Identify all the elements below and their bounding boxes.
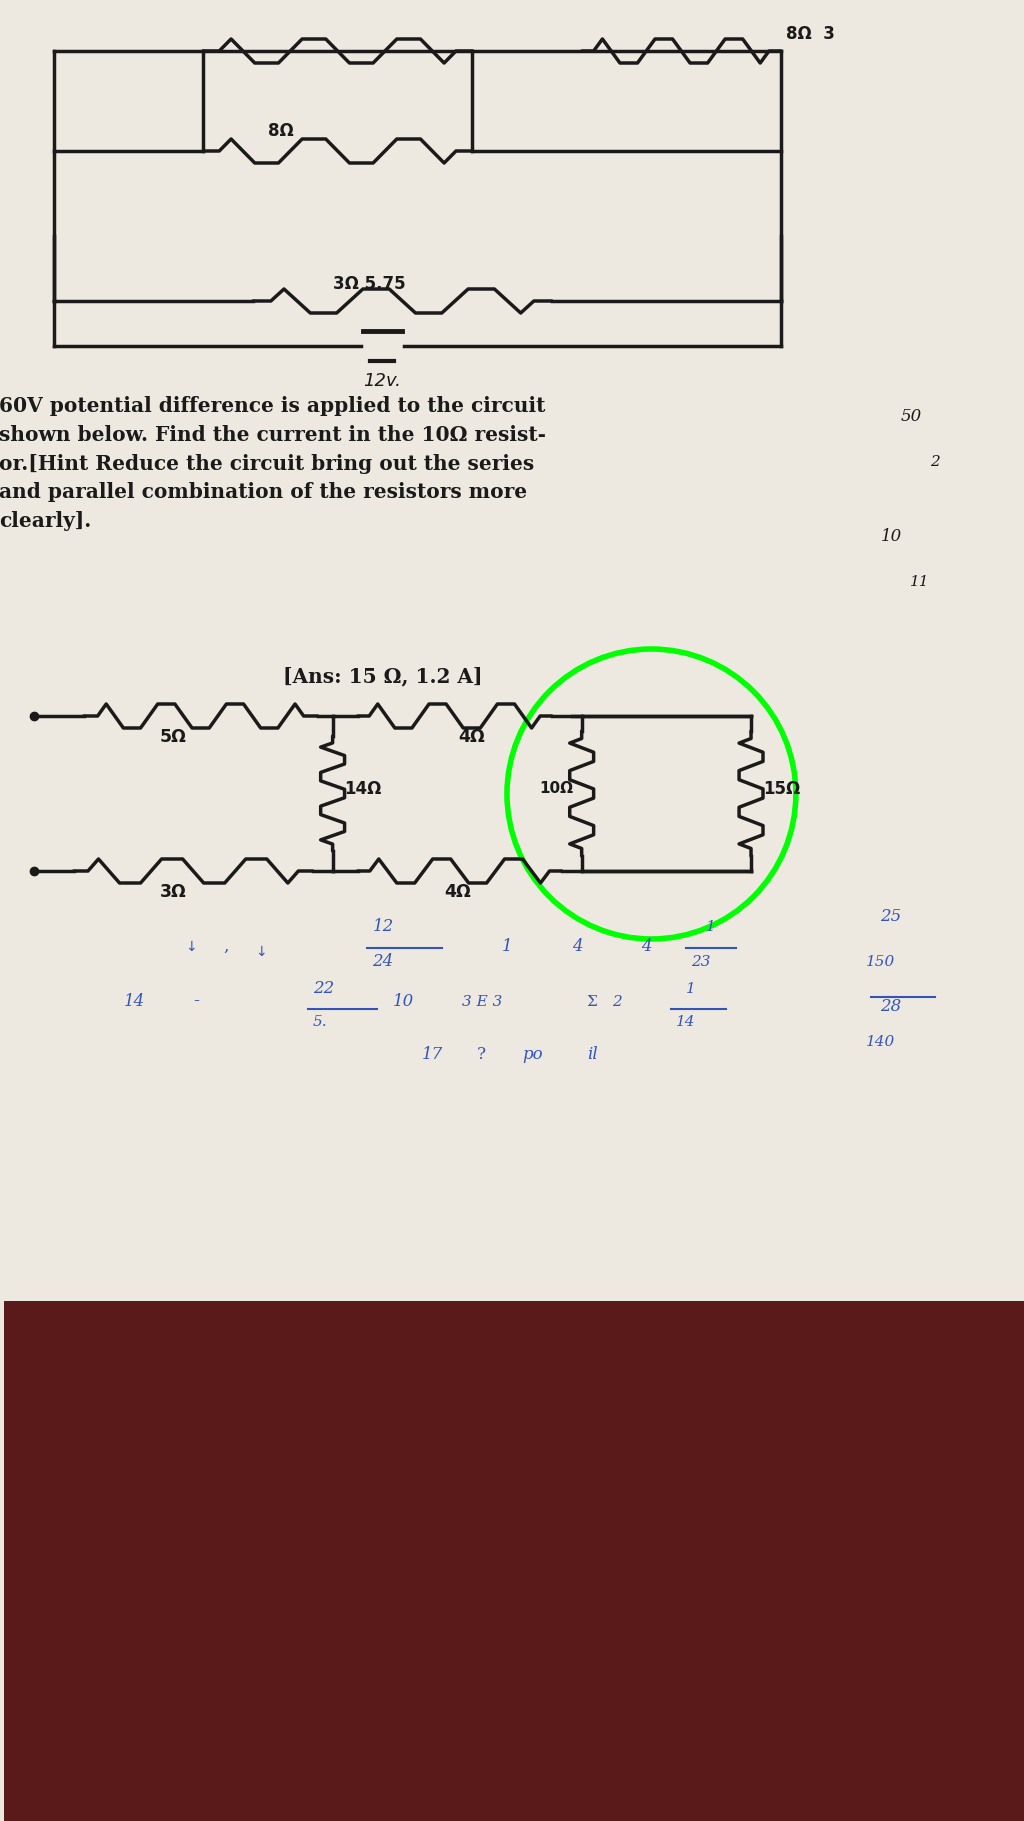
Text: 8Ω  3: 8Ω 3 [785, 25, 835, 44]
Text: 1: 1 [502, 938, 513, 954]
Text: 10: 10 [881, 528, 902, 544]
Text: 14: 14 [676, 1014, 696, 1029]
Text: 4: 4 [641, 938, 652, 954]
Text: 60V potential difference is applied to the circuit
shown below. Find the current: 60V potential difference is applied to t… [0, 395, 546, 532]
Text: 12: 12 [373, 918, 393, 934]
Text: 4: 4 [571, 938, 583, 954]
Text: 22: 22 [312, 980, 334, 998]
Text: 5.: 5. [312, 1014, 328, 1029]
Text: -: - [194, 992, 199, 1011]
Text: 15Ω: 15Ω [763, 779, 800, 798]
Text: Σ: Σ [587, 994, 597, 1009]
Text: 14Ω: 14Ω [345, 779, 382, 798]
Text: 1: 1 [707, 920, 716, 934]
Text: $\downarrow$: $\downarrow$ [253, 945, 266, 960]
Text: 24: 24 [373, 952, 393, 971]
Text: 5Ω: 5Ω [160, 728, 186, 747]
Text: $\downarrow$: $\downarrow$ [183, 940, 197, 954]
Text: 3 E 3: 3 E 3 [462, 994, 503, 1009]
Text: po: po [522, 1045, 543, 1063]
Text: 50: 50 [900, 408, 922, 424]
Text: 2: 2 [931, 455, 940, 470]
Text: 17: 17 [422, 1045, 443, 1063]
Text: 12v.: 12v. [364, 371, 401, 390]
Text: 140: 140 [865, 1034, 895, 1049]
Text: 150: 150 [865, 954, 895, 969]
Text: 4Ω: 4Ω [443, 883, 471, 901]
Text: 23: 23 [691, 954, 711, 969]
Text: 14: 14 [124, 992, 144, 1011]
Text: 3Ω: 3Ω [160, 883, 186, 901]
Text: 1: 1 [686, 982, 696, 996]
Text: 25: 25 [881, 909, 902, 925]
Text: 28: 28 [881, 998, 902, 1014]
Text: 11: 11 [910, 575, 930, 588]
Text: [Ans: 15 Ω, 1.2 A]: [Ans: 15 Ω, 1.2 A] [283, 666, 482, 687]
Text: 10: 10 [392, 992, 414, 1011]
Text: 3Ω 5.75: 3Ω 5.75 [333, 275, 406, 293]
FancyBboxPatch shape [4, 1300, 1024, 1821]
Text: ,: , [223, 938, 228, 954]
Text: il: il [587, 1045, 597, 1063]
Text: 10Ω: 10Ω [540, 781, 573, 796]
Text: 2: 2 [611, 994, 622, 1009]
Text: 8Ω: 8Ω [268, 122, 294, 140]
Text: 4Ω: 4Ω [459, 728, 485, 747]
Text: ?: ? [477, 1045, 486, 1063]
